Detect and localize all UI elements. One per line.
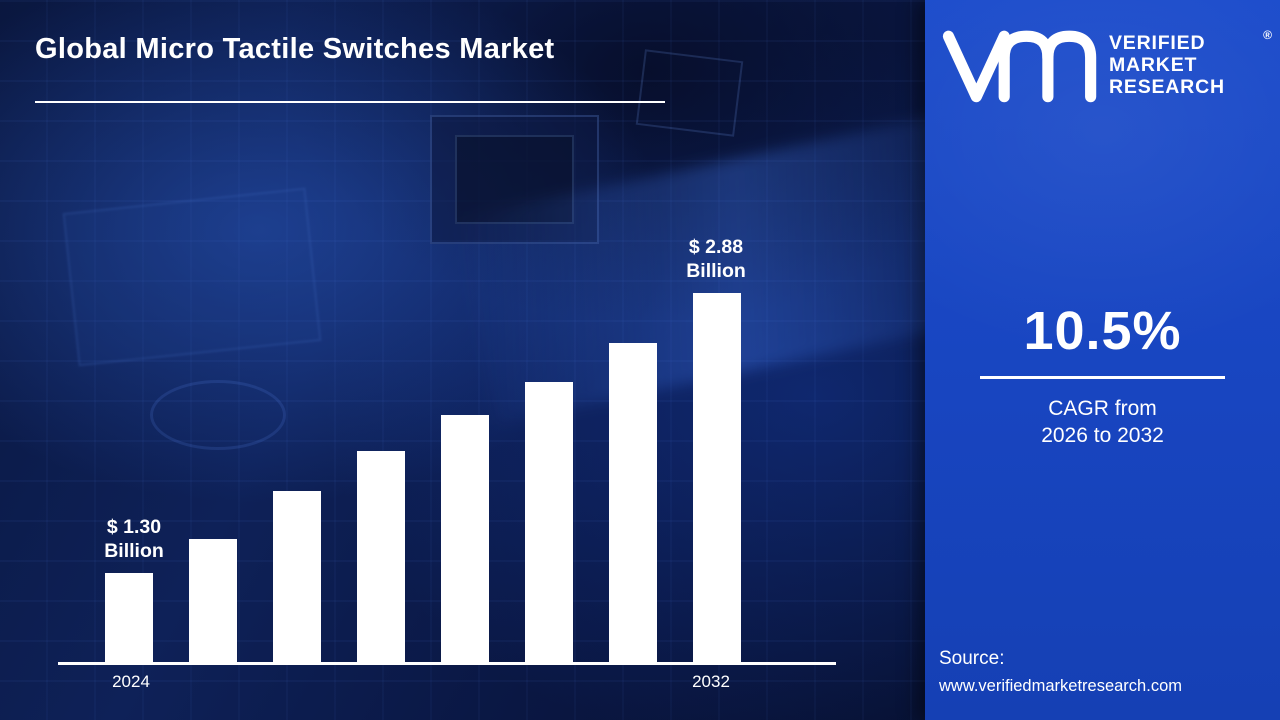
brand-panel: VERIFIED MARKET RESEARCH ® 10.5% CAGR fr… — [925, 0, 1280, 720]
chart-panel: Global Micro Tactile Switches Market $ 1… — [0, 0, 925, 720]
bar-series — [105, 293, 741, 663]
bar-year-2 — [189, 539, 237, 663]
bar-2024 — [105, 573, 153, 663]
cagr-stat: 10.5% CAGR from 2026 to 2032 — [925, 300, 1280, 449]
first-bar-amount: $ 1.30 — [106, 516, 162, 538]
registered-trademark-icon: ® — [1263, 28, 1272, 42]
brand-logo: VERIFIED MARKET RESEARCH — [941, 24, 1268, 108]
page-title: Global Micro Tactile Switches Market — [35, 33, 555, 65]
brand-name-line: RESEARCH — [1109, 76, 1225, 98]
bar-year-3 — [273, 491, 321, 663]
cagr-underline — [980, 376, 1225, 379]
source-url-link[interactable]: www.verifiedmarketresearch.com — [939, 677, 1182, 695]
brand-name: VERIFIED MARKET RESEARCH — [1109, 24, 1225, 98]
x-axis-line — [58, 662, 836, 665]
brand-name-line: MARKET — [1109, 54, 1198, 76]
bar-2032 — [693, 293, 741, 663]
source-label: Source: — [939, 648, 1005, 669]
last-bar-value-label: $ 2.88 Billion — [686, 235, 746, 283]
first-bar-value-label: $ 1.30 Billion — [104, 515, 164, 563]
x-tick-2032: 2032 — [692, 672, 730, 691]
brand-name-line: VERIFIED — [1109, 32, 1206, 54]
last-bar-unit: Billion — [686, 260, 746, 282]
title-underline — [35, 101, 665, 103]
bar-year-7 — [609, 343, 657, 663]
bar-year-4 — [357, 451, 405, 663]
source-block: Source: www.verifiedmarketresearch.com — [939, 648, 1182, 696]
cagr-caption-line2: 2026 to 2032 — [1041, 424, 1164, 447]
x-tick-2024: 2024 — [112, 672, 150, 691]
bar-year-5 — [441, 415, 489, 663]
bar-year-6 — [525, 382, 573, 663]
cagr-caption-line1: CAGR from — [1048, 397, 1157, 420]
last-bar-amount: $ 2.88 — [688, 236, 744, 258]
cagr-value: 10.5% — [1023, 301, 1182, 361]
vm-monogram-icon — [942, 30, 1097, 103]
first-bar-unit: Billion — [104, 540, 164, 562]
